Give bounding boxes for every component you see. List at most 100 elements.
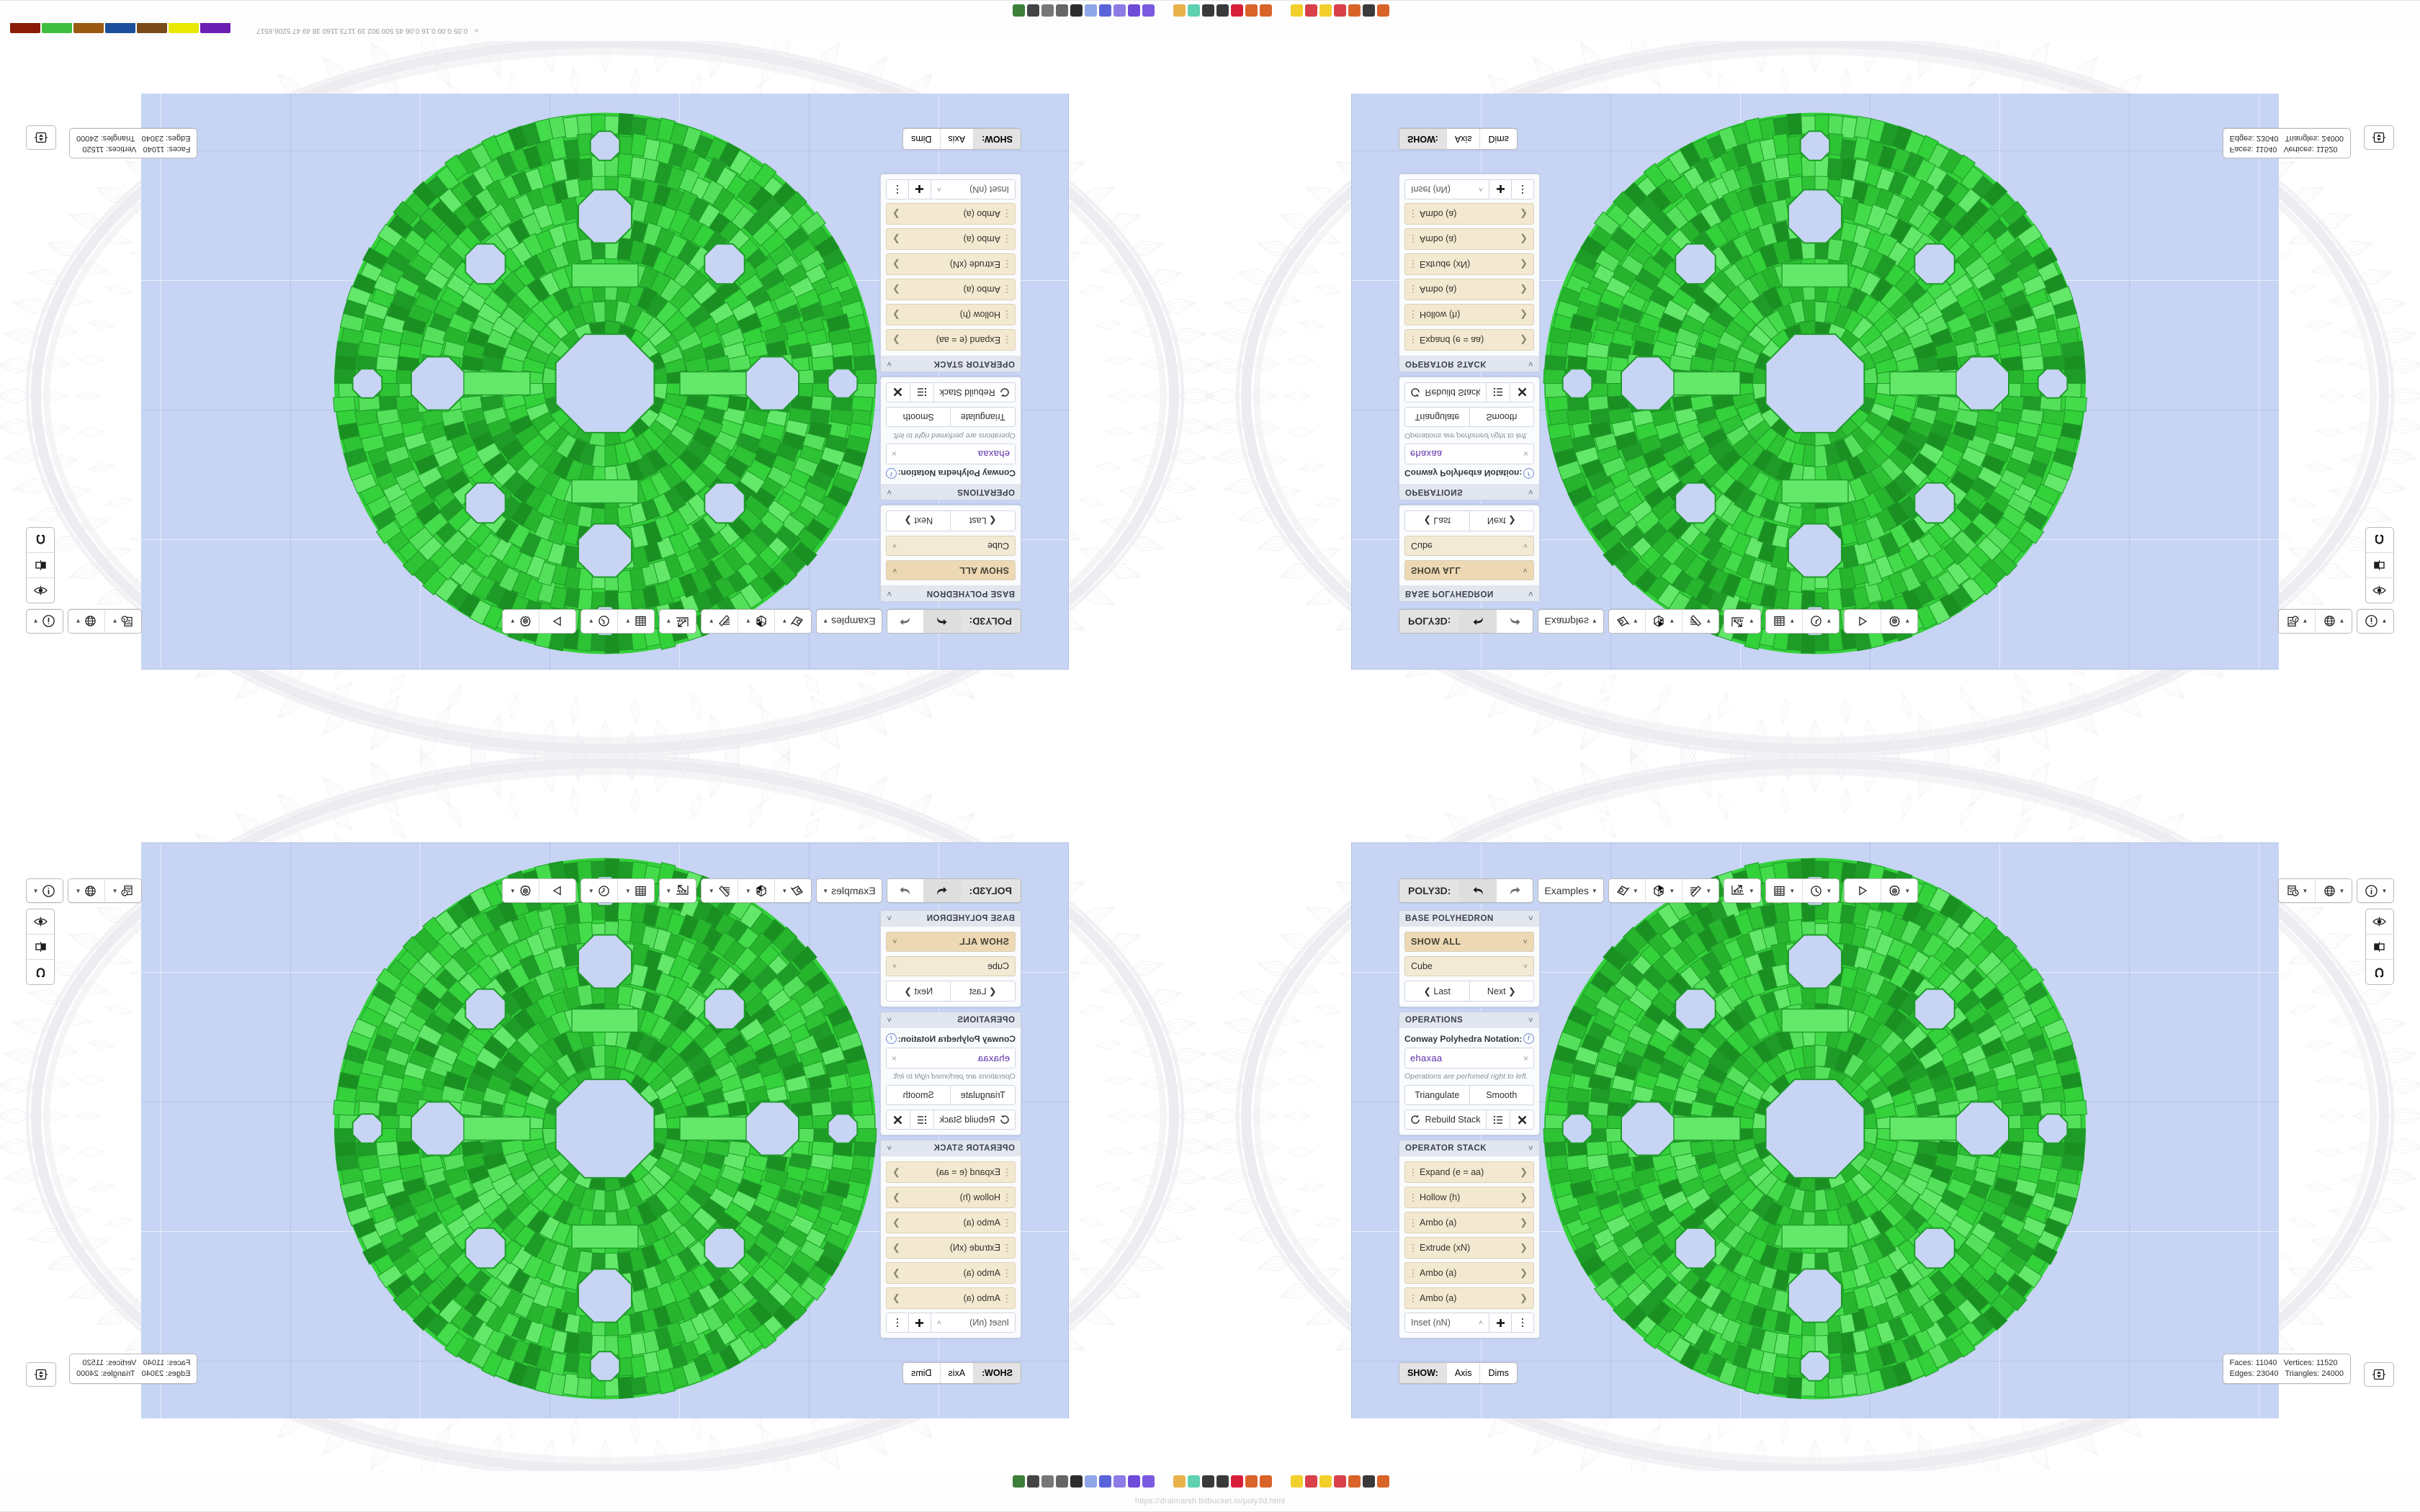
drag-handle-icon[interactable] xyxy=(1411,235,1415,244)
globe-icon[interactable]: ▼ xyxy=(2316,879,2352,902)
chevron-right-icon[interactable]: ❯ xyxy=(1520,1166,1528,1177)
tool-group-c[interactable]: ▼ xyxy=(502,878,577,903)
list-icon[interactable] xyxy=(910,383,934,402)
history-clock-icon[interactable]: ▼ xyxy=(2279,610,2316,633)
drag-handle-icon[interactable] xyxy=(1005,1168,1009,1177)
export-group[interactable]: EXP ▼ xyxy=(1723,609,1761,634)
last-button[interactable]: ❮ Last xyxy=(1423,516,1451,526)
base-shape-select[interactable]: Cube ˅ xyxy=(886,536,1016,556)
edit-icon[interactable]: ▼ xyxy=(702,610,738,633)
shape-icon[interactable]: ▼ xyxy=(738,610,775,633)
color-icon[interactable]: ▼ xyxy=(1608,879,1646,902)
operator-stack-item[interactable]: Ambo (a) ❯ xyxy=(886,1212,1016,1233)
magnet-icon[interactable] xyxy=(27,528,54,552)
taskbar-group-2[interactable] xyxy=(1173,4,1272,17)
operator-stack-item[interactable]: Ambo (a) ❯ xyxy=(1404,228,1534,250)
taskbar-group-6[interactable] xyxy=(1290,1475,1389,1488)
eye-icon[interactable] xyxy=(2366,909,2393,935)
drag-handle-icon[interactable] xyxy=(1411,310,1415,320)
globe-icon[interactable]: ▼ xyxy=(2316,610,2352,633)
operator-stack-item[interactable]: Ambo (a) ❯ xyxy=(1404,279,1534,300)
gear-icon[interactable]: ▼ xyxy=(503,879,539,902)
table-icon[interactable]: ▼ xyxy=(1765,879,1803,902)
triangulate-button[interactable]: Triangulate xyxy=(960,412,1005,422)
history-clock-icon[interactable]: ▼ xyxy=(104,610,141,633)
drag-handle-icon[interactable] xyxy=(1005,310,1009,320)
magnet-icon[interactable] xyxy=(27,960,54,984)
smooth-button[interactable]: Smooth xyxy=(1469,1086,1534,1104)
examples-button[interactable]: Examples ▼ xyxy=(1538,610,1603,633)
triangulate-button[interactable]: Triangulate xyxy=(960,1090,1005,1100)
operator-stack-header[interactable]: OPERATOR STACK ˅ xyxy=(1399,356,1539,372)
operator-stack-header[interactable]: OPERATOR STACK ˅ xyxy=(881,356,1021,372)
history-clock-icon[interactable]: ▼ xyxy=(104,879,141,902)
next-button[interactable]: Next ❯ xyxy=(1469,511,1533,531)
operations-header[interactable]: OPERATIONS ˅ xyxy=(881,1012,1021,1028)
operator-select[interactable]: Inset (nN) ˄ xyxy=(931,180,1015,199)
globe-icon[interactable]: ▼ xyxy=(68,610,104,633)
viewport-3d[interactable] xyxy=(141,842,1069,1418)
operator-stack-item[interactable]: Ambo (a) ❯ xyxy=(1404,203,1534,225)
drag-handle-icon[interactable] xyxy=(1411,1193,1415,1202)
show-axis-button[interactable]: Axis xyxy=(1447,1363,1481,1383)
operator-select[interactable]: Inset (nN) ˄ xyxy=(1405,1313,1489,1332)
show-dims-button[interactable]: Dims xyxy=(1488,134,1509,144)
view-group-a[interactable]: ▼ ▼ xyxy=(68,609,142,634)
chevron-down-icon[interactable]: ˅ xyxy=(887,1144,892,1153)
operator-stack-item[interactable]: Ambo (a) ❯ xyxy=(886,279,1016,300)
fit-view-button[interactable] xyxy=(26,125,56,150)
chevron-down-icon[interactable]: ˅ xyxy=(1528,487,1533,496)
operator-stack-item[interactable]: Expand (e = aa) ❯ xyxy=(886,329,1016,351)
edit-icon[interactable]: ▼ xyxy=(1682,879,1718,902)
operator-menu-icon[interactable] xyxy=(887,180,909,199)
export-group[interactable]: EXP ▼ xyxy=(659,878,697,903)
chevron-right-icon[interactable]: ❯ xyxy=(1520,335,1528,346)
list-icon[interactable] xyxy=(910,1110,934,1129)
chevron-down-icon[interactable]: ˅ xyxy=(887,589,892,598)
polyhedron-model[interactable] xyxy=(1541,107,2089,657)
drag-handle-icon[interactable] xyxy=(1411,210,1415,219)
taskbar-group-5[interactable] xyxy=(1173,1475,1272,1488)
base-polyhedron-header[interactable]: BASE POLYHEDRON ˅ xyxy=(1399,911,1539,927)
operator-stack-item[interactable]: Expand (e = aa) ❯ xyxy=(1404,1161,1534,1183)
drag-handle-icon[interactable] xyxy=(1005,1243,1009,1253)
info-icon[interactable]: ▼ xyxy=(2357,610,2393,633)
add-operator-button[interactable] xyxy=(1489,180,1511,199)
operator-stack-item[interactable]: Ambo (a) ❯ xyxy=(1404,1212,1534,1233)
chevron-right-icon[interactable]: ❯ xyxy=(892,335,900,346)
close-icon[interactable] xyxy=(1510,1110,1533,1129)
tool-group-b[interactable]: ▼ ▼ xyxy=(581,609,655,634)
chevron-right-icon[interactable]: ❯ xyxy=(1520,1217,1528,1228)
redo-button[interactable] xyxy=(887,610,923,633)
close-icon[interactable] xyxy=(1510,383,1533,402)
chevron-right-icon[interactable]: ❯ xyxy=(892,1192,900,1202)
tool-group-a[interactable]: ▼ ▼ ▼ xyxy=(701,609,812,634)
chevron-right-icon[interactable]: ❯ xyxy=(892,209,900,220)
play-icon[interactable] xyxy=(539,610,576,633)
undo-button[interactable] xyxy=(1460,879,1497,902)
base-shape-select[interactable]: Cube ˅ xyxy=(1404,956,1534,976)
show-dims-button[interactable]: Dims xyxy=(911,1368,932,1378)
view-group-b[interactable]: ▼ xyxy=(2357,878,2394,903)
chevron-down-icon[interactable]: ˅ xyxy=(887,359,892,368)
operations-header[interactable]: OPERATIONS ˅ xyxy=(1399,1012,1539,1028)
gear-icon[interactable]: ▼ xyxy=(1881,610,1917,633)
show-axis-button[interactable]: Axis xyxy=(1446,129,1481,149)
shape-icon[interactable]: ▼ xyxy=(738,879,775,902)
chevron-right-icon[interactable]: ❯ xyxy=(1520,209,1528,220)
drag-handle-icon[interactable] xyxy=(1411,336,1415,345)
base-filter-select[interactable]: SHOW ALL ˅ xyxy=(886,560,1016,580)
triangulate-button[interactable]: Triangulate xyxy=(1415,412,1460,422)
close-icon[interactable] xyxy=(887,383,910,402)
operator-stack-item[interactable]: Expand (e = aa) ❯ xyxy=(886,1161,1016,1183)
notation-input[interactable]: ehaxaa × xyxy=(1404,444,1534,464)
undo-button[interactable] xyxy=(923,879,960,902)
rebuild-stack-button[interactable]: Rebuild Stack xyxy=(934,1110,1015,1129)
fit-view-button[interactable] xyxy=(2364,1362,2394,1387)
eye-icon[interactable] xyxy=(27,909,54,935)
chevron-right-icon[interactable]: ❯ xyxy=(1520,234,1528,245)
clear-icon[interactable]: × xyxy=(1523,449,1528,459)
tool-group-c[interactable]: ▼ xyxy=(1843,878,1918,903)
taskbar-group-3[interactable] xyxy=(1290,4,1389,17)
drag-handle-icon[interactable] xyxy=(1005,1193,1009,1202)
